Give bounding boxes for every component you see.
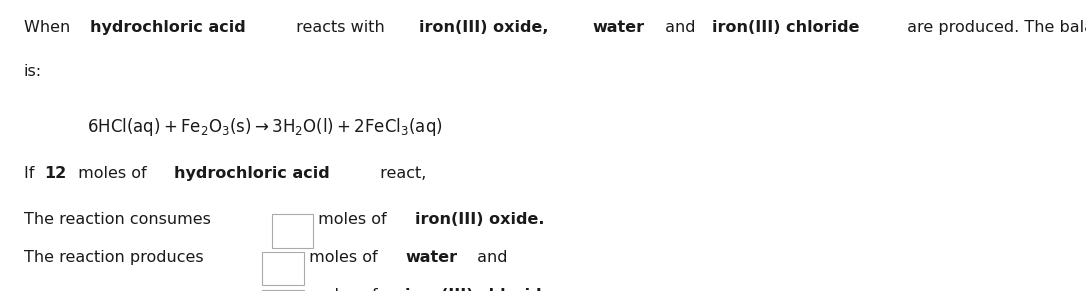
Text: iron(III) chloride.: iron(III) chloride. bbox=[405, 288, 559, 291]
Text: The reaction produces: The reaction produces bbox=[24, 250, 209, 265]
FancyBboxPatch shape bbox=[263, 252, 304, 285]
Text: The reaction consumes: The reaction consumes bbox=[24, 212, 216, 228]
Text: and: and bbox=[472, 250, 508, 265]
Text: iron(III) oxide.: iron(III) oxide. bbox=[415, 212, 544, 228]
Text: and: and bbox=[659, 20, 700, 36]
Text: hydrochloric acid: hydrochloric acid bbox=[90, 20, 245, 36]
Text: moles of: moles of bbox=[313, 212, 392, 228]
Text: When: When bbox=[24, 20, 75, 36]
Text: iron(III) chloride: iron(III) chloride bbox=[712, 20, 860, 36]
Text: hydrochloric acid: hydrochloric acid bbox=[174, 166, 330, 181]
Text: $\mathregular{6HCl(aq) + Fe_2O_3(s) \rightarrow 3H_2O(l) + 2FeCl_3(aq)}$: $\mathregular{6HCl(aq) + Fe_2O_3(s) \rig… bbox=[87, 116, 443, 139]
Text: water: water bbox=[405, 250, 457, 265]
Text: If: If bbox=[24, 166, 39, 181]
Text: are produced. The balanced equation for this reaction: are produced. The balanced equation for … bbox=[902, 20, 1086, 36]
Text: is:: is: bbox=[24, 64, 42, 79]
FancyBboxPatch shape bbox=[272, 214, 313, 248]
Text: moles of: moles of bbox=[304, 288, 382, 291]
FancyBboxPatch shape bbox=[263, 290, 304, 291]
Text: iron(III) oxide,: iron(III) oxide, bbox=[419, 20, 548, 36]
Text: 12: 12 bbox=[43, 166, 66, 181]
Text: moles of: moles of bbox=[73, 166, 151, 181]
Text: react,: react, bbox=[375, 166, 427, 181]
Text: water: water bbox=[593, 20, 645, 36]
Text: moles of: moles of bbox=[304, 250, 382, 265]
Text: reacts with: reacts with bbox=[291, 20, 390, 36]
